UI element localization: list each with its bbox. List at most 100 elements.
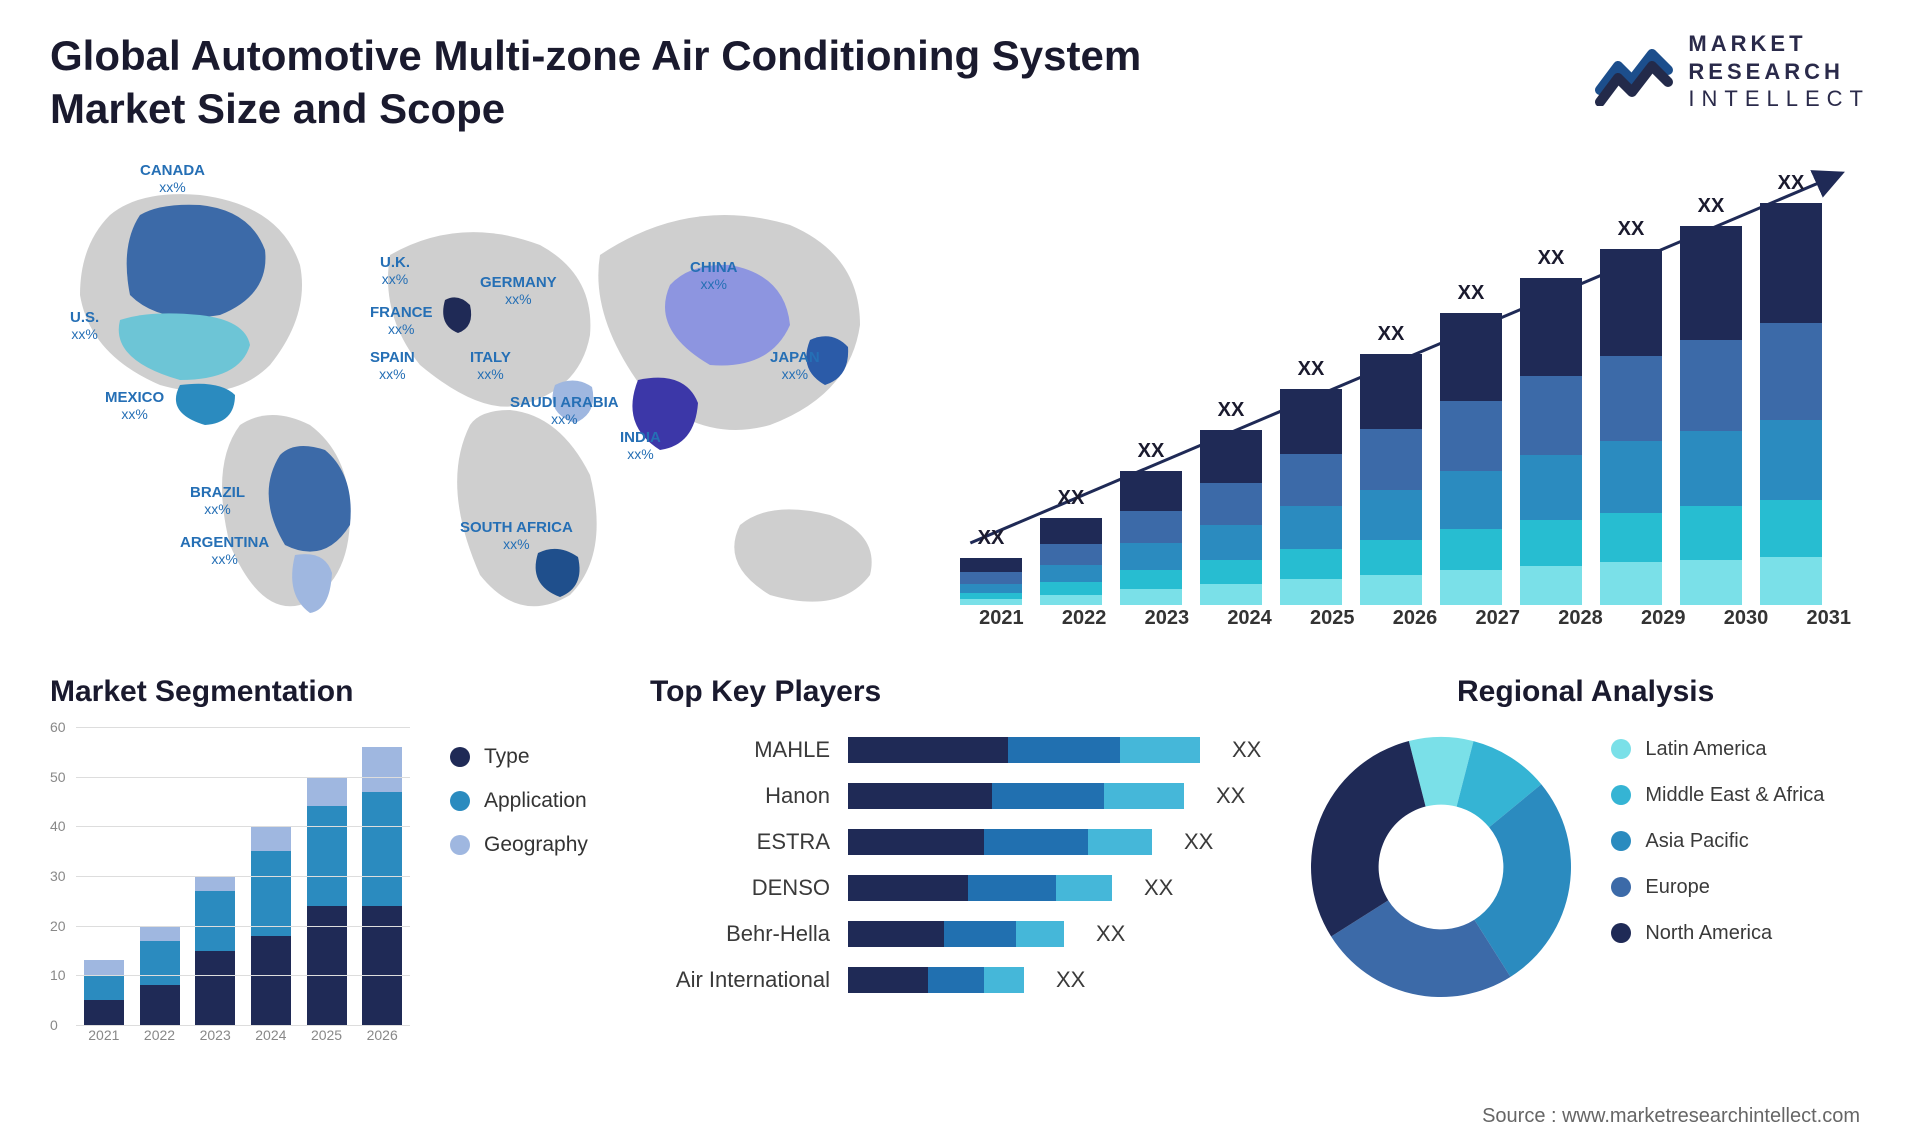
player-value: XX xyxy=(1184,829,1213,855)
player-row: MAHLE XX xyxy=(650,727,1261,773)
player-value: XX xyxy=(1232,737,1261,763)
player-row: Hanon XX xyxy=(650,773,1261,819)
regional-panel: Regional Analysis Latin America Middle Ea… xyxy=(1301,675,1870,1075)
player-name: ESTRA xyxy=(650,829,830,855)
growth-bar xyxy=(1600,249,1662,605)
growth-year-label: 2027 xyxy=(1456,607,1539,635)
player-value: XX xyxy=(1144,875,1173,901)
growth-bar-label: XX xyxy=(1040,487,1102,510)
segmentation-title: Market Segmentation xyxy=(50,675,610,709)
bottom-row: Market Segmentation 20212022202320242025… xyxy=(50,675,1870,1075)
seg-gridline xyxy=(76,777,410,778)
player-row: ESTRA XX xyxy=(650,819,1261,865)
player-row: Air InternationalXX xyxy=(650,957,1261,1003)
seg-year-label: 2024 xyxy=(243,1027,299,1047)
segmentation-bar xyxy=(362,747,402,1025)
player-value: XX xyxy=(1096,921,1125,947)
growth-year-label: 2021 xyxy=(960,607,1043,635)
growth-year-label: 2029 xyxy=(1622,607,1705,635)
region-legend-item: Middle East & Africa xyxy=(1611,783,1824,807)
player-name: MAHLE xyxy=(650,737,830,763)
growth-year-label: 2023 xyxy=(1125,607,1208,635)
growth-bar xyxy=(1280,389,1342,605)
growth-bar xyxy=(1200,430,1262,605)
player-value: XX xyxy=(1056,967,1085,993)
growth-bar xyxy=(1040,518,1102,606)
growth-bar xyxy=(1760,203,1822,605)
growth-bar-label: XX xyxy=(1360,323,1422,346)
segmentation-legend-item: Application xyxy=(450,789,588,813)
world-map-panel: CANADAxx%U.S.xx%MEXICOxx%BRAZILxx%ARGENT… xyxy=(50,155,920,635)
key-players-chart: MAHLE XX Hanon XX ESTRA XX DENSO XX Behr-Hella XX… xyxy=(650,727,1261,1003)
regional-legend: Latin America Middle East & Africa Asia Pa… xyxy=(1611,727,1824,945)
player-bar xyxy=(848,783,1184,809)
growth-year-label: 2022 xyxy=(1043,607,1126,635)
logo-text-3: INTELLECT xyxy=(1688,85,1870,113)
player-row: Behr-Hella XX xyxy=(650,911,1261,957)
seg-gridline xyxy=(76,727,410,728)
seg-ytick: 60 xyxy=(50,719,66,735)
logo-text-1: MARKET xyxy=(1688,30,1870,58)
donut-slice xyxy=(1311,741,1426,936)
seg-ytick: 0 xyxy=(50,1017,58,1033)
key-players-title: Top Key Players xyxy=(650,675,1261,709)
regional-title: Regional Analysis xyxy=(1301,675,1870,709)
growth-bar xyxy=(1440,313,1502,605)
growth-bar-label: XX xyxy=(1280,358,1342,381)
source-attribution: Source : www.marketresearchintellect.com xyxy=(1482,1105,1860,1128)
region-legend-item: North America xyxy=(1611,921,1824,945)
seg-ytick: 40 xyxy=(50,818,66,834)
seg-gridline xyxy=(76,1025,410,1026)
segmentation-chart: 202120222023202420252026 0102030405060 xyxy=(50,727,410,1047)
seg-ytick: 30 xyxy=(50,868,66,884)
seg-gridline xyxy=(76,975,410,976)
growth-bar-label: XX xyxy=(1520,247,1582,270)
key-players-panel: Top Key Players MAHLEXXHanonXXESTRAXXDEN… xyxy=(650,675,1261,1075)
region-legend-item: Latin America xyxy=(1611,737,1824,761)
seg-ytick: 10 xyxy=(50,967,66,983)
growth-bar xyxy=(1520,278,1582,605)
seg-year-label: 2022 xyxy=(132,1027,188,1047)
growth-bar-label: XX xyxy=(960,527,1022,550)
growth-bar-label: XX xyxy=(1760,172,1822,195)
player-name: Behr-Hella xyxy=(650,921,830,947)
seg-year-label: 2025 xyxy=(299,1027,355,1047)
growth-year-label: 2031 xyxy=(1787,607,1870,635)
player-bar xyxy=(848,967,1024,993)
growth-bar xyxy=(1360,354,1422,605)
logo-text-2: RESEARCH xyxy=(1688,58,1870,86)
player-name: Hanon xyxy=(650,783,830,809)
player-bar xyxy=(848,829,1152,855)
growth-year-label: 2024 xyxy=(1208,607,1291,635)
seg-gridline xyxy=(76,826,410,827)
seg-gridline xyxy=(76,876,410,877)
player-name: DENSO xyxy=(650,875,830,901)
top-row: CANADAxx%U.S.xx%MEXICOxx%BRAZILxx%ARGENT… xyxy=(50,155,1870,635)
growth-bar-label: XX xyxy=(1120,440,1182,463)
growth-year-label: 2030 xyxy=(1705,607,1788,635)
segmentation-legend-item: Geography xyxy=(450,833,588,857)
region-legend-item: Europe xyxy=(1611,875,1824,899)
growth-year-label: 2026 xyxy=(1374,607,1457,635)
player-row: DENSO XX xyxy=(650,865,1261,911)
region-legend-item: Asia Pacific xyxy=(1611,829,1824,853)
growth-year-label: 2028 xyxy=(1539,607,1622,635)
seg-year-label: 2023 xyxy=(187,1027,243,1047)
growth-bar xyxy=(1120,471,1182,605)
header: Global Automotive Multi-zone Air Conditi… xyxy=(50,30,1870,135)
segmentation-legend: Type Application Geography xyxy=(450,745,588,857)
segmentation-bar xyxy=(195,876,235,1025)
player-bar xyxy=(848,875,1112,901)
player-value: XX xyxy=(1216,783,1245,809)
growth-bar-label: XX xyxy=(1200,399,1262,422)
world-map-icon xyxy=(50,155,920,635)
page-title: Global Automotive Multi-zone Air Conditi… xyxy=(50,30,1200,135)
growth-chart: XXXXXXXXXXXXXXXXXXXXXX 20212022202320242… xyxy=(960,155,1870,635)
seg-year-label: 2021 xyxy=(76,1027,132,1047)
growth-year-label: 2025 xyxy=(1291,607,1374,635)
segmentation-bar xyxy=(84,960,124,1025)
segmentation-legend-item: Type xyxy=(450,745,588,769)
regional-donut-chart xyxy=(1301,727,1581,1007)
seg-ytick: 50 xyxy=(50,769,66,785)
seg-gridline xyxy=(76,926,410,927)
